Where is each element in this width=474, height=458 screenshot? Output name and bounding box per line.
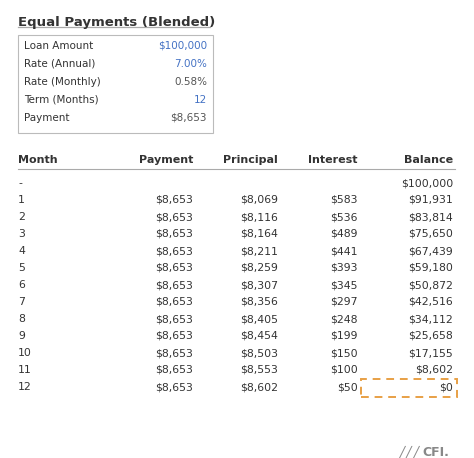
Text: ╱╱╱: ╱╱╱: [398, 446, 420, 458]
Text: CFI.: CFI.: [422, 446, 449, 458]
Text: -: -: [18, 178, 22, 188]
Text: Principal: Principal: [223, 155, 278, 165]
Text: $100,000: $100,000: [401, 178, 453, 188]
Text: 8: 8: [18, 314, 25, 324]
Text: $8,503: $8,503: [240, 348, 278, 358]
Text: $199: $199: [330, 331, 358, 341]
Text: 9: 9: [18, 331, 25, 341]
Text: Balance: Balance: [404, 155, 453, 165]
Text: 7: 7: [18, 297, 25, 307]
Text: 0.58%: 0.58%: [174, 77, 207, 87]
Text: $8,653: $8,653: [155, 195, 193, 205]
Text: $75,650: $75,650: [408, 229, 453, 239]
Text: 11: 11: [18, 365, 32, 375]
Text: $8,307: $8,307: [240, 280, 278, 290]
Text: $8,653: $8,653: [155, 365, 193, 375]
Text: 3: 3: [18, 229, 25, 239]
Text: $59,180: $59,180: [408, 263, 453, 273]
FancyBboxPatch shape: [18, 35, 213, 133]
Text: $8,164: $8,164: [240, 229, 278, 239]
Text: Payment: Payment: [138, 155, 193, 165]
Text: Loan Amount: Loan Amount: [24, 41, 93, 51]
Text: $8,653: $8,653: [171, 113, 207, 123]
Text: $25,658: $25,658: [408, 331, 453, 341]
Text: $8,653: $8,653: [155, 314, 193, 324]
Text: $8,653: $8,653: [155, 280, 193, 290]
Text: $8,653: $8,653: [155, 246, 193, 256]
Text: $8,211: $8,211: [240, 246, 278, 256]
Text: $583: $583: [330, 195, 358, 205]
Text: 4: 4: [18, 246, 25, 256]
Text: $8,069: $8,069: [240, 195, 278, 205]
Text: 12: 12: [194, 95, 207, 105]
Text: $8,356: $8,356: [240, 297, 278, 307]
Text: $100: $100: [330, 365, 358, 375]
Text: $8,653: $8,653: [155, 297, 193, 307]
Text: $50: $50: [337, 382, 358, 392]
Text: $8,653: $8,653: [155, 263, 193, 273]
Text: $393: $393: [330, 263, 358, 273]
Text: $67,439: $67,439: [408, 246, 453, 256]
Text: 1: 1: [18, 195, 25, 205]
Text: 5: 5: [18, 263, 25, 273]
Text: $297: $297: [330, 297, 358, 307]
Text: $50,872: $50,872: [408, 280, 453, 290]
Text: Rate (Monthly): Rate (Monthly): [24, 77, 101, 87]
Text: Term (Months): Term (Months): [24, 95, 99, 105]
Text: $8,116: $8,116: [240, 212, 278, 222]
Text: $248: $248: [330, 314, 358, 324]
Text: 12: 12: [18, 382, 32, 392]
Text: $0: $0: [439, 382, 453, 392]
Text: $345: $345: [330, 280, 358, 290]
Text: $8,454: $8,454: [240, 331, 278, 341]
Text: $34,112: $34,112: [408, 314, 453, 324]
Text: $42,516: $42,516: [408, 297, 453, 307]
Text: $536: $536: [330, 212, 358, 222]
Text: $8,602: $8,602: [240, 382, 278, 392]
Text: $8,653: $8,653: [155, 331, 193, 341]
Text: $83,814: $83,814: [408, 212, 453, 222]
Text: $100,000: $100,000: [158, 41, 207, 51]
Text: $17,155: $17,155: [408, 348, 453, 358]
Text: 6: 6: [18, 280, 25, 290]
Text: 2: 2: [18, 212, 25, 222]
Text: $150: $150: [330, 348, 358, 358]
Text: Interest: Interest: [309, 155, 358, 165]
Text: $8,653: $8,653: [155, 212, 193, 222]
Text: 10: 10: [18, 348, 32, 358]
Text: $8,602: $8,602: [415, 365, 453, 375]
Text: $8,653: $8,653: [155, 382, 193, 392]
Text: Payment: Payment: [24, 113, 70, 123]
Text: $8,405: $8,405: [240, 314, 278, 324]
Text: Rate (Annual): Rate (Annual): [24, 59, 95, 69]
Text: $8,553: $8,553: [240, 365, 278, 375]
Text: $489: $489: [330, 229, 358, 239]
Text: $8,653: $8,653: [155, 348, 193, 358]
Text: $441: $441: [330, 246, 358, 256]
Text: $8,653: $8,653: [155, 229, 193, 239]
Text: Month: Month: [18, 155, 58, 165]
Text: $8,259: $8,259: [240, 263, 278, 273]
Text: Equal Payments (Blended): Equal Payments (Blended): [18, 16, 215, 29]
Text: 7.00%: 7.00%: [174, 59, 207, 69]
Text: $91,931: $91,931: [408, 195, 453, 205]
